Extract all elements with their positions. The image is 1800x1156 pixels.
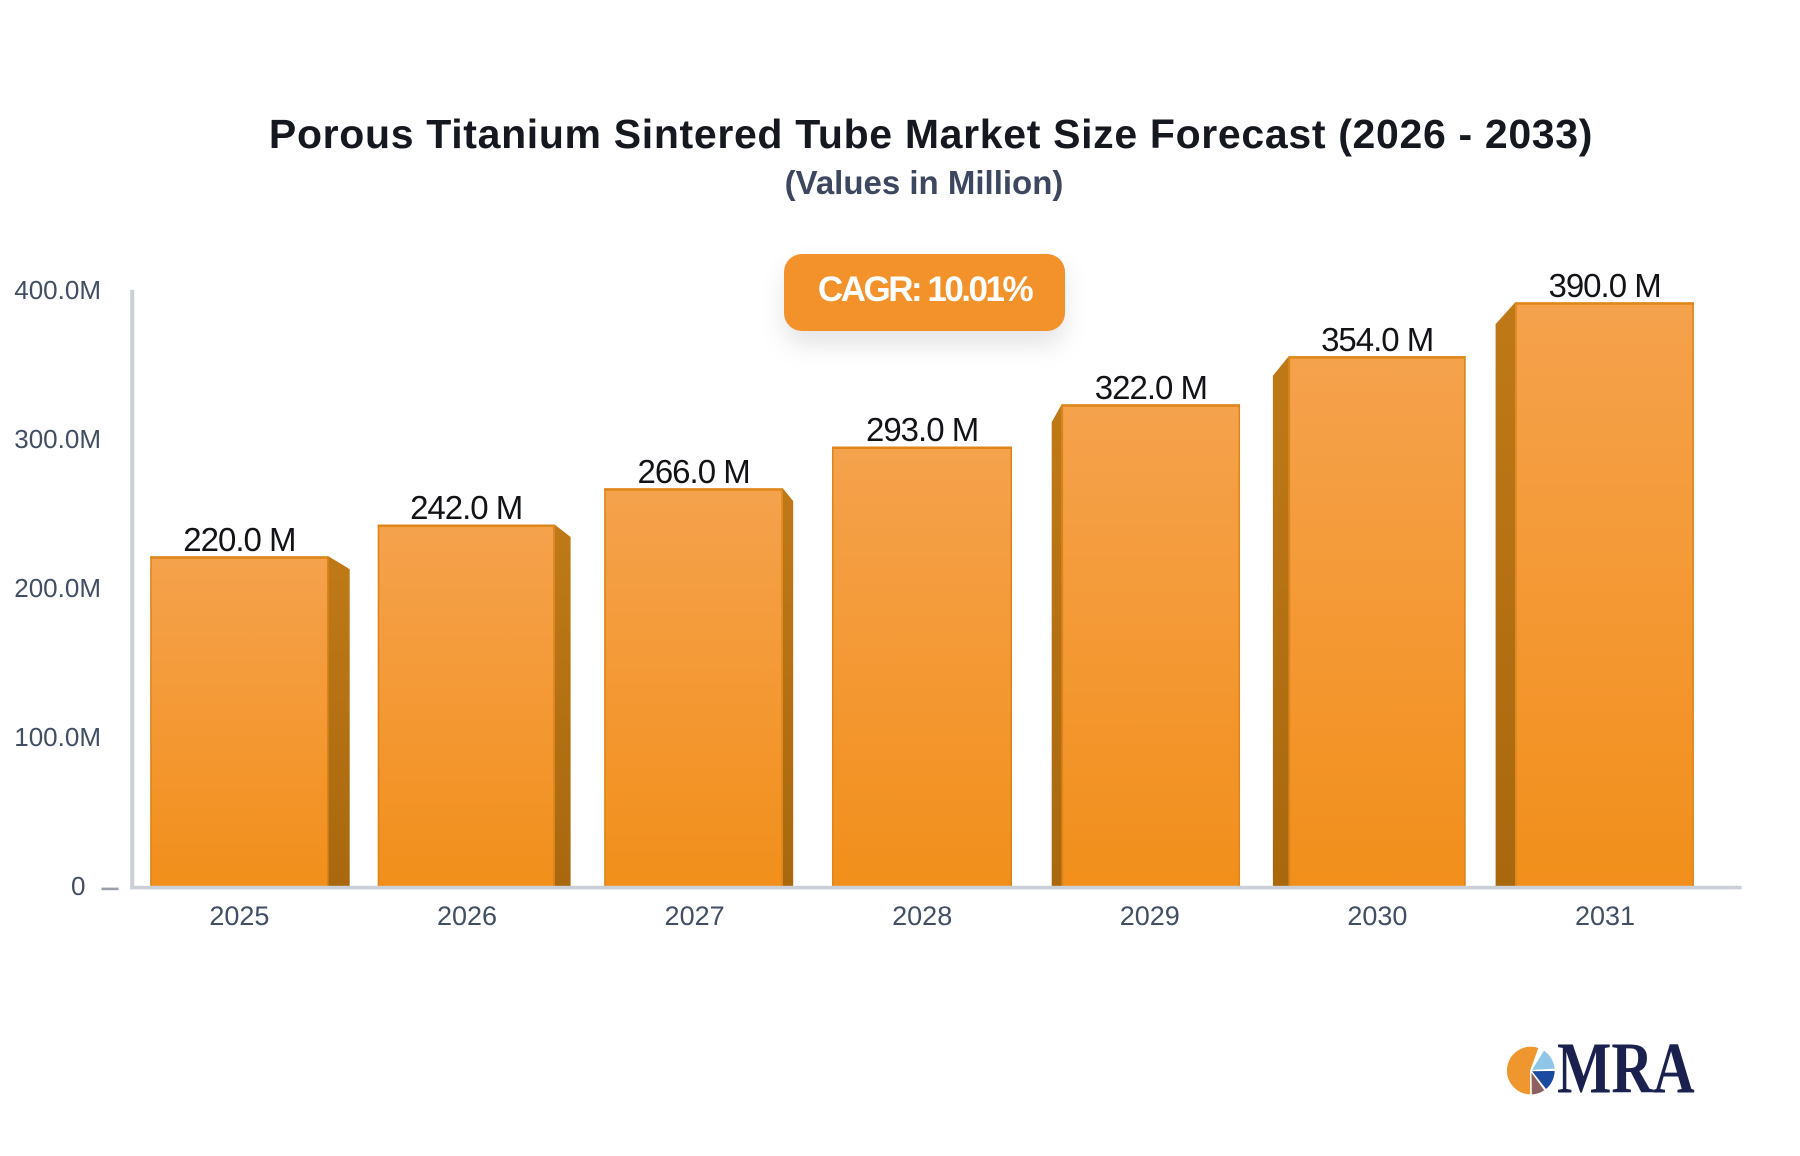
svg-text:MRA: MRA [1557, 1028, 1695, 1109]
